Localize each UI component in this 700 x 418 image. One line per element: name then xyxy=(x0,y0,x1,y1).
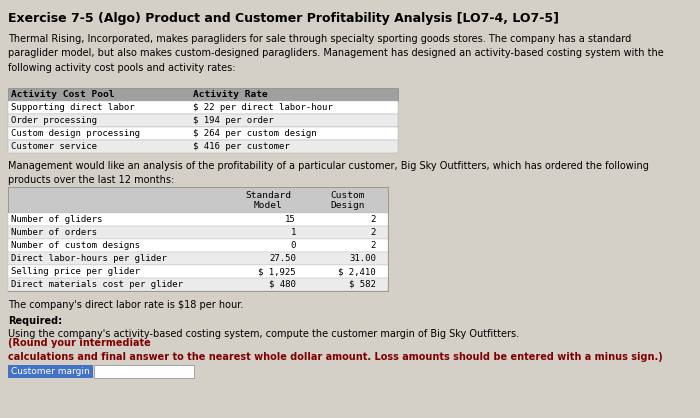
Bar xyxy=(8,127,398,140)
Bar xyxy=(8,187,388,291)
Text: The company's direct labor rate is $18 per hour.: The company's direct labor rate is $18 p… xyxy=(8,300,244,310)
Bar xyxy=(8,265,388,278)
Text: 31.00: 31.00 xyxy=(349,254,376,263)
Text: 0: 0 xyxy=(290,241,296,250)
Text: (Round your intermediate
calculations and final answer to the nearest whole doll: (Round your intermediate calculations an… xyxy=(8,338,663,362)
Text: 2: 2 xyxy=(370,241,376,250)
Bar xyxy=(8,140,398,153)
Text: Standard: Standard xyxy=(245,191,291,200)
Bar xyxy=(8,278,388,291)
Bar xyxy=(8,226,388,239)
Bar xyxy=(8,101,398,114)
Text: Model: Model xyxy=(253,201,282,210)
Text: Number of custom designs: Number of custom designs xyxy=(11,241,140,250)
Text: Customer margin: Customer margin xyxy=(10,367,90,376)
Text: $ 22 per direct labor-hour: $ 22 per direct labor-hour xyxy=(193,103,332,112)
Text: $ 480: $ 480 xyxy=(269,280,296,289)
Text: 27.50: 27.50 xyxy=(269,254,296,263)
Text: Custom design processing: Custom design processing xyxy=(11,129,140,138)
Text: Selling price per glider: Selling price per glider xyxy=(11,267,140,276)
Bar xyxy=(8,365,93,378)
Text: Customer service: Customer service xyxy=(11,142,97,151)
Text: Direct materials cost per glider: Direct materials cost per glider xyxy=(11,280,183,289)
Text: $ 264 per custom design: $ 264 per custom design xyxy=(193,129,316,138)
Text: Number of gliders: Number of gliders xyxy=(11,215,102,224)
Text: Using the company's activity-based costing system, compute the customer margin o: Using the company's activity-based costi… xyxy=(8,329,522,339)
Bar xyxy=(8,252,388,265)
Bar xyxy=(8,88,398,101)
Text: Exercise 7-5 (Algo) Product and Customer Profitability Analysis [LO7-4, LO7-5]: Exercise 7-5 (Algo) Product and Customer… xyxy=(8,12,559,25)
Text: Design: Design xyxy=(330,201,365,210)
Text: Activity Rate: Activity Rate xyxy=(193,90,267,99)
Text: Thermal Rising, Incorporated, makes paragliders for sale through specialty sport: Thermal Rising, Incorporated, makes para… xyxy=(8,34,664,73)
Bar xyxy=(8,239,388,252)
Text: 2: 2 xyxy=(370,228,376,237)
Text: 15: 15 xyxy=(286,215,296,224)
Text: Activity Cost Pool: Activity Cost Pool xyxy=(11,90,115,99)
Text: $ 582: $ 582 xyxy=(349,280,376,289)
Text: $ 194 per order: $ 194 per order xyxy=(193,116,274,125)
Text: Direct labor-hours per glider: Direct labor-hours per glider xyxy=(11,254,167,263)
Text: Required:: Required: xyxy=(8,316,62,326)
Bar xyxy=(8,187,388,213)
Text: 1: 1 xyxy=(290,228,296,237)
Text: Order processing: Order processing xyxy=(11,116,97,125)
Bar xyxy=(8,213,388,226)
Text: $ 416 per customer: $ 416 per customer xyxy=(193,142,290,151)
Text: Custom: Custom xyxy=(330,191,365,200)
Bar xyxy=(8,114,398,127)
Text: Supporting direct labor: Supporting direct labor xyxy=(11,103,134,112)
Text: $ 2,410: $ 2,410 xyxy=(338,267,376,276)
Text: Number of orders: Number of orders xyxy=(11,228,97,237)
Bar xyxy=(94,365,194,378)
Text: Management would like an analysis of the profitability of a particular customer,: Management would like an analysis of the… xyxy=(8,161,649,186)
Text: $ 1,925: $ 1,925 xyxy=(258,267,296,276)
Text: 2: 2 xyxy=(370,215,376,224)
